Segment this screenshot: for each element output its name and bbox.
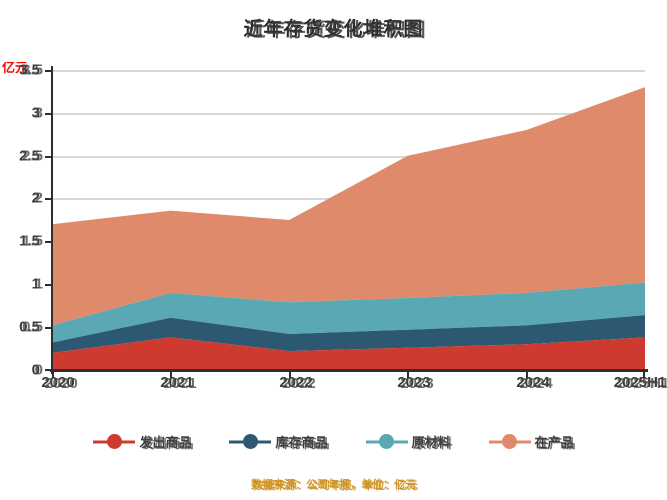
legend-marker-icon-4 — [488, 433, 531, 451]
area-series-1 — [52, 337, 645, 370]
y-tick-0 — [45, 369, 52, 371]
x-tick-label-2021: 2021 2021 — [160, 374, 197, 392]
x-tick-label-2023: 2023 2023 — [397, 374, 434, 392]
y-tick-1 — [45, 284, 52, 286]
area-series-2 — [52, 315, 645, 353]
y-tick-label-4: 2 2 — [31, 189, 43, 207]
footer-source-ghost: 数据来源：公司年报，单位：亿元 — [253, 480, 418, 492]
stacked-area-plot — [52, 87, 645, 370]
x-axis-labels: 2020 2020 2021 2021 2022 2022 2023 2023 … — [0, 370, 667, 400]
legend-label-3: 原材料 原材料 — [411, 435, 453, 451]
y-tick-0_5 — [45, 327, 52, 329]
gridline-3 — [52, 113, 645, 115]
x-tick-label-2025h1: 2025H1 2025H1 — [613, 374, 667, 392]
gridline-2_5 — [52, 156, 645, 158]
y-tick-label-2: 1 1 — [31, 275, 43, 293]
legend-item-kucun-shangpin[interactable]: 库存商品 库存商品 — [229, 432, 330, 451]
y-tick-label-1: 0.5 0.5 — [19, 318, 43, 336]
y-tick-label-7: 3.5 3.5 — [19, 61, 43, 79]
legend-label-1: 发出商品 发出商品 — [139, 435, 194, 451]
y-axis-unit-label: 亿元 — [2, 62, 28, 75]
y-tick-label-0: 0 0 — [31, 361, 43, 379]
y-axis-line — [51, 66, 53, 374]
chart-title: 近年存货变化堆积图 近年存货变化堆积图 — [0, 14, 667, 41]
x-tick-2021 — [170, 370, 172, 378]
y-tick-1_5 — [45, 241, 52, 243]
legend-label-2: 库存商品 库存商品 — [275, 435, 330, 451]
chart-title-text: 近年存货变化堆积图 — [243, 19, 424, 40]
y-tick-label-5: 2.5 2.5 — [19, 147, 43, 165]
legend-marker-icon-1 — [93, 433, 136, 451]
plot-area — [45, 66, 648, 378]
chart-title-ghost: 近年存货变化堆积图 — [246, 20, 427, 41]
x-tick-2024 — [526, 370, 528, 378]
x-tick-label-2024: 2024 2024 — [516, 374, 553, 392]
area-series-3 — [52, 282, 645, 343]
y-tick-label-6: 3 3 — [31, 104, 43, 122]
area-series-4 — [52, 87, 645, 326]
legend-marker-icon-2 — [229, 433, 272, 451]
x-tick-label-2020: 2020 2020 — [41, 374, 78, 392]
legend-item-fachu-shangpin[interactable]: 发出商品 发出商品 — [93, 432, 194, 451]
footer-source-text: 数据来源：公司年报，单位：亿元 — [251, 479, 416, 491]
footer-source-note: 数据来源：公司年报，单位：亿元 数据来源：公司年报，单位：亿元 — [0, 476, 667, 492]
legend-marker-icon-3 — [365, 433, 408, 451]
y-tick-3_5 — [45, 70, 52, 72]
y-axis-labels: 0 0 0.5 0.5 1 1 1.5 1.5 2 2 2.5 2.5 3 3 … — [0, 0, 52, 500]
y-tick-2_5 — [45, 156, 52, 158]
y-tick-2 — [45, 198, 52, 200]
legend-item-zaichanpin[interactable]: 在产品 在产品 — [488, 432, 576, 451]
x-tick-2022 — [289, 370, 291, 378]
y-tick-label-3: 1.5 1.5 — [19, 232, 43, 250]
x-tick-2025h1 — [643, 370, 645, 378]
legend-item-yuancailiao[interactable]: 原材料 原材料 — [365, 432, 453, 451]
x-tick-label-2022: 2022 2022 — [279, 374, 316, 392]
y-tick-3 — [45, 113, 52, 115]
legend-label-4: 在产品 在产品 — [534, 435, 576, 451]
chart-legend: 发出商品 发出商品 库存商品 库存商品 原材料 原材料 — [0, 432, 667, 451]
x-axis-line — [50, 369, 648, 372]
x-tick-2023 — [407, 370, 409, 378]
gridline-3_5 — [52, 70, 645, 72]
x-tick-2020 — [52, 370, 54, 378]
